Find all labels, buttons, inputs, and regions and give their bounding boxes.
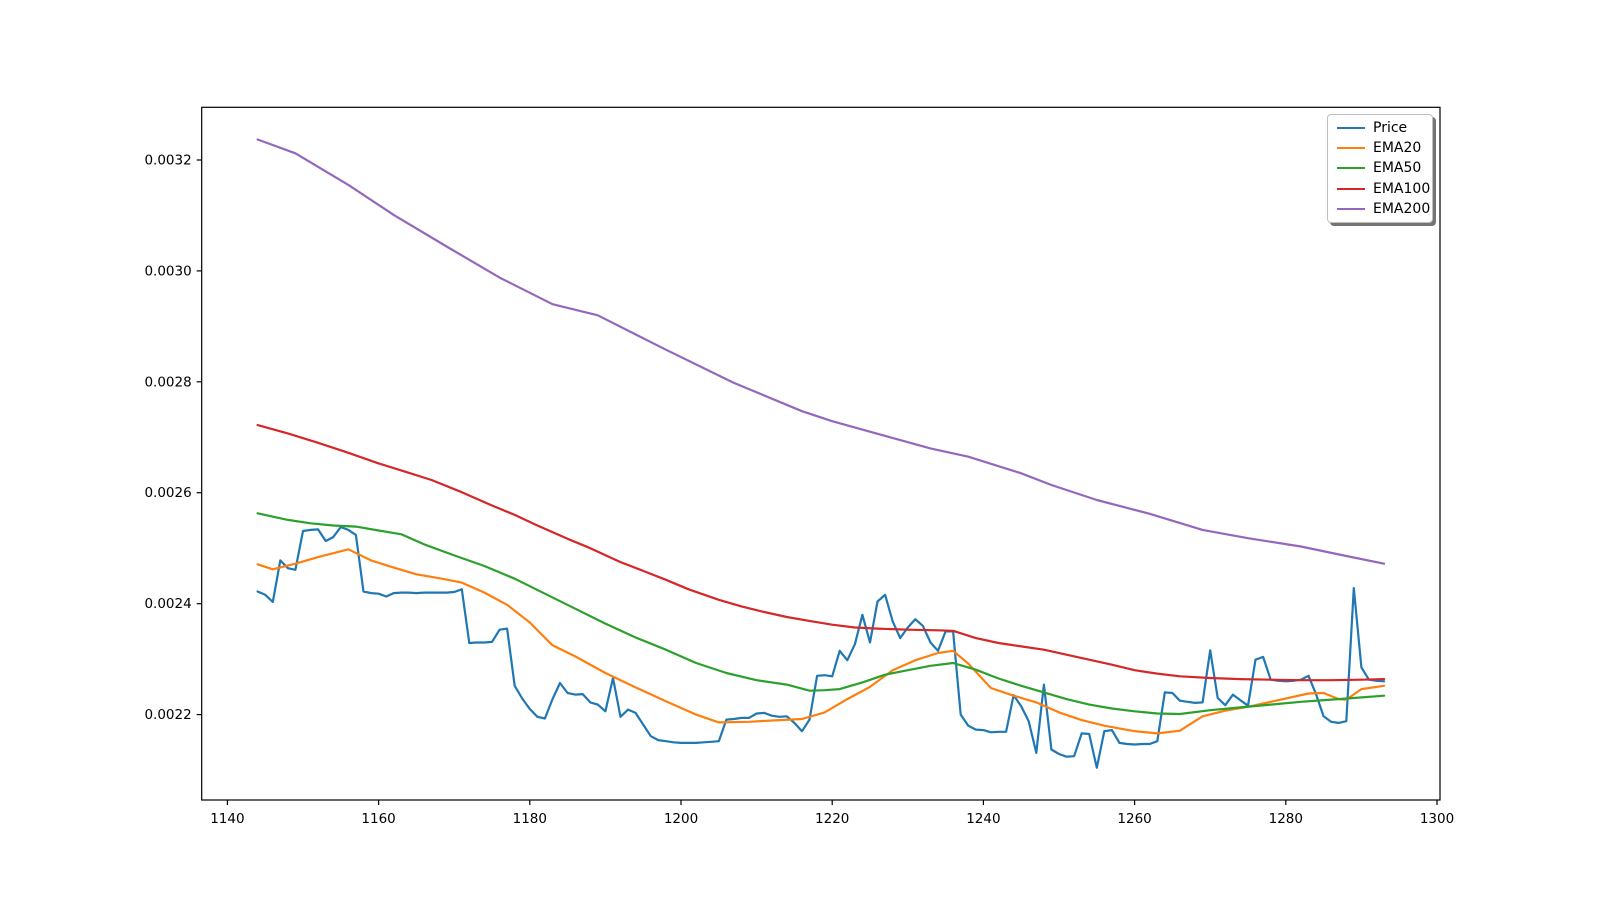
legend-line-sample-ema20 — [1337, 147, 1365, 150]
x-tick-label: 1260 — [1117, 811, 1151, 827]
legend-line-sample-ema50 — [1337, 167, 1365, 170]
series-line-price — [256, 525, 1386, 769]
x-tick-label: 1200 — [664, 811, 698, 827]
legend-label-ema20: EMA20 — [1373, 140, 1422, 157]
legend-item-ema50: EMA50 — [1337, 159, 1426, 177]
y-tick-label: 0.0026 — [144, 485, 191, 501]
legend-line-sample-ema100 — [1337, 187, 1365, 190]
x-tick-label: 1240 — [966, 811, 1000, 827]
legend-label-ema100: EMA100 — [1373, 180, 1431, 197]
x-tick-label: 1300 — [1420, 811, 1454, 827]
x-tick-label: 1280 — [1269, 811, 1303, 827]
legend-label-price: Price — [1373, 120, 1408, 137]
y-tick-label: 0.0032 — [144, 153, 191, 169]
legend-item-ema100: EMA100 — [1337, 180, 1430, 198]
y-tick-label: 0.0024 — [144, 596, 191, 612]
legend-item-ema20: EMA20 — [1337, 139, 1426, 157]
plot-border — [201, 106, 1441, 801]
legend-label-ema200: EMA200 — [1373, 200, 1431, 217]
y-tick-label: 0.0030 — [144, 263, 191, 279]
series-line-ema200 — [256, 138, 1386, 565]
series-line-ema50 — [256, 512, 1386, 716]
legend-line-sample-ema200 — [1337, 207, 1365, 210]
x-tick-label: 1140 — [210, 811, 244, 827]
x-tick-label: 1180 — [513, 811, 547, 827]
legend-item-price: Price — [1337, 119, 1426, 137]
y-tick-label: 0.0028 — [144, 374, 191, 390]
legend: Price EMA20 EMA50 EMA100 EMA200 — [1327, 114, 1433, 223]
legend-label-ema50: EMA50 — [1373, 160, 1422, 177]
x-tick-label: 1160 — [361, 811, 395, 827]
legend-item-ema200: EMA200 — [1337, 200, 1430, 218]
y-tick-label: 0.0022 — [144, 707, 191, 723]
series-line-ema100 — [256, 424, 1386, 682]
x-tick-label: 1220 — [815, 811, 849, 827]
legend-line-sample-price — [1337, 127, 1365, 130]
series-line-ema20 — [256, 548, 1386, 735]
